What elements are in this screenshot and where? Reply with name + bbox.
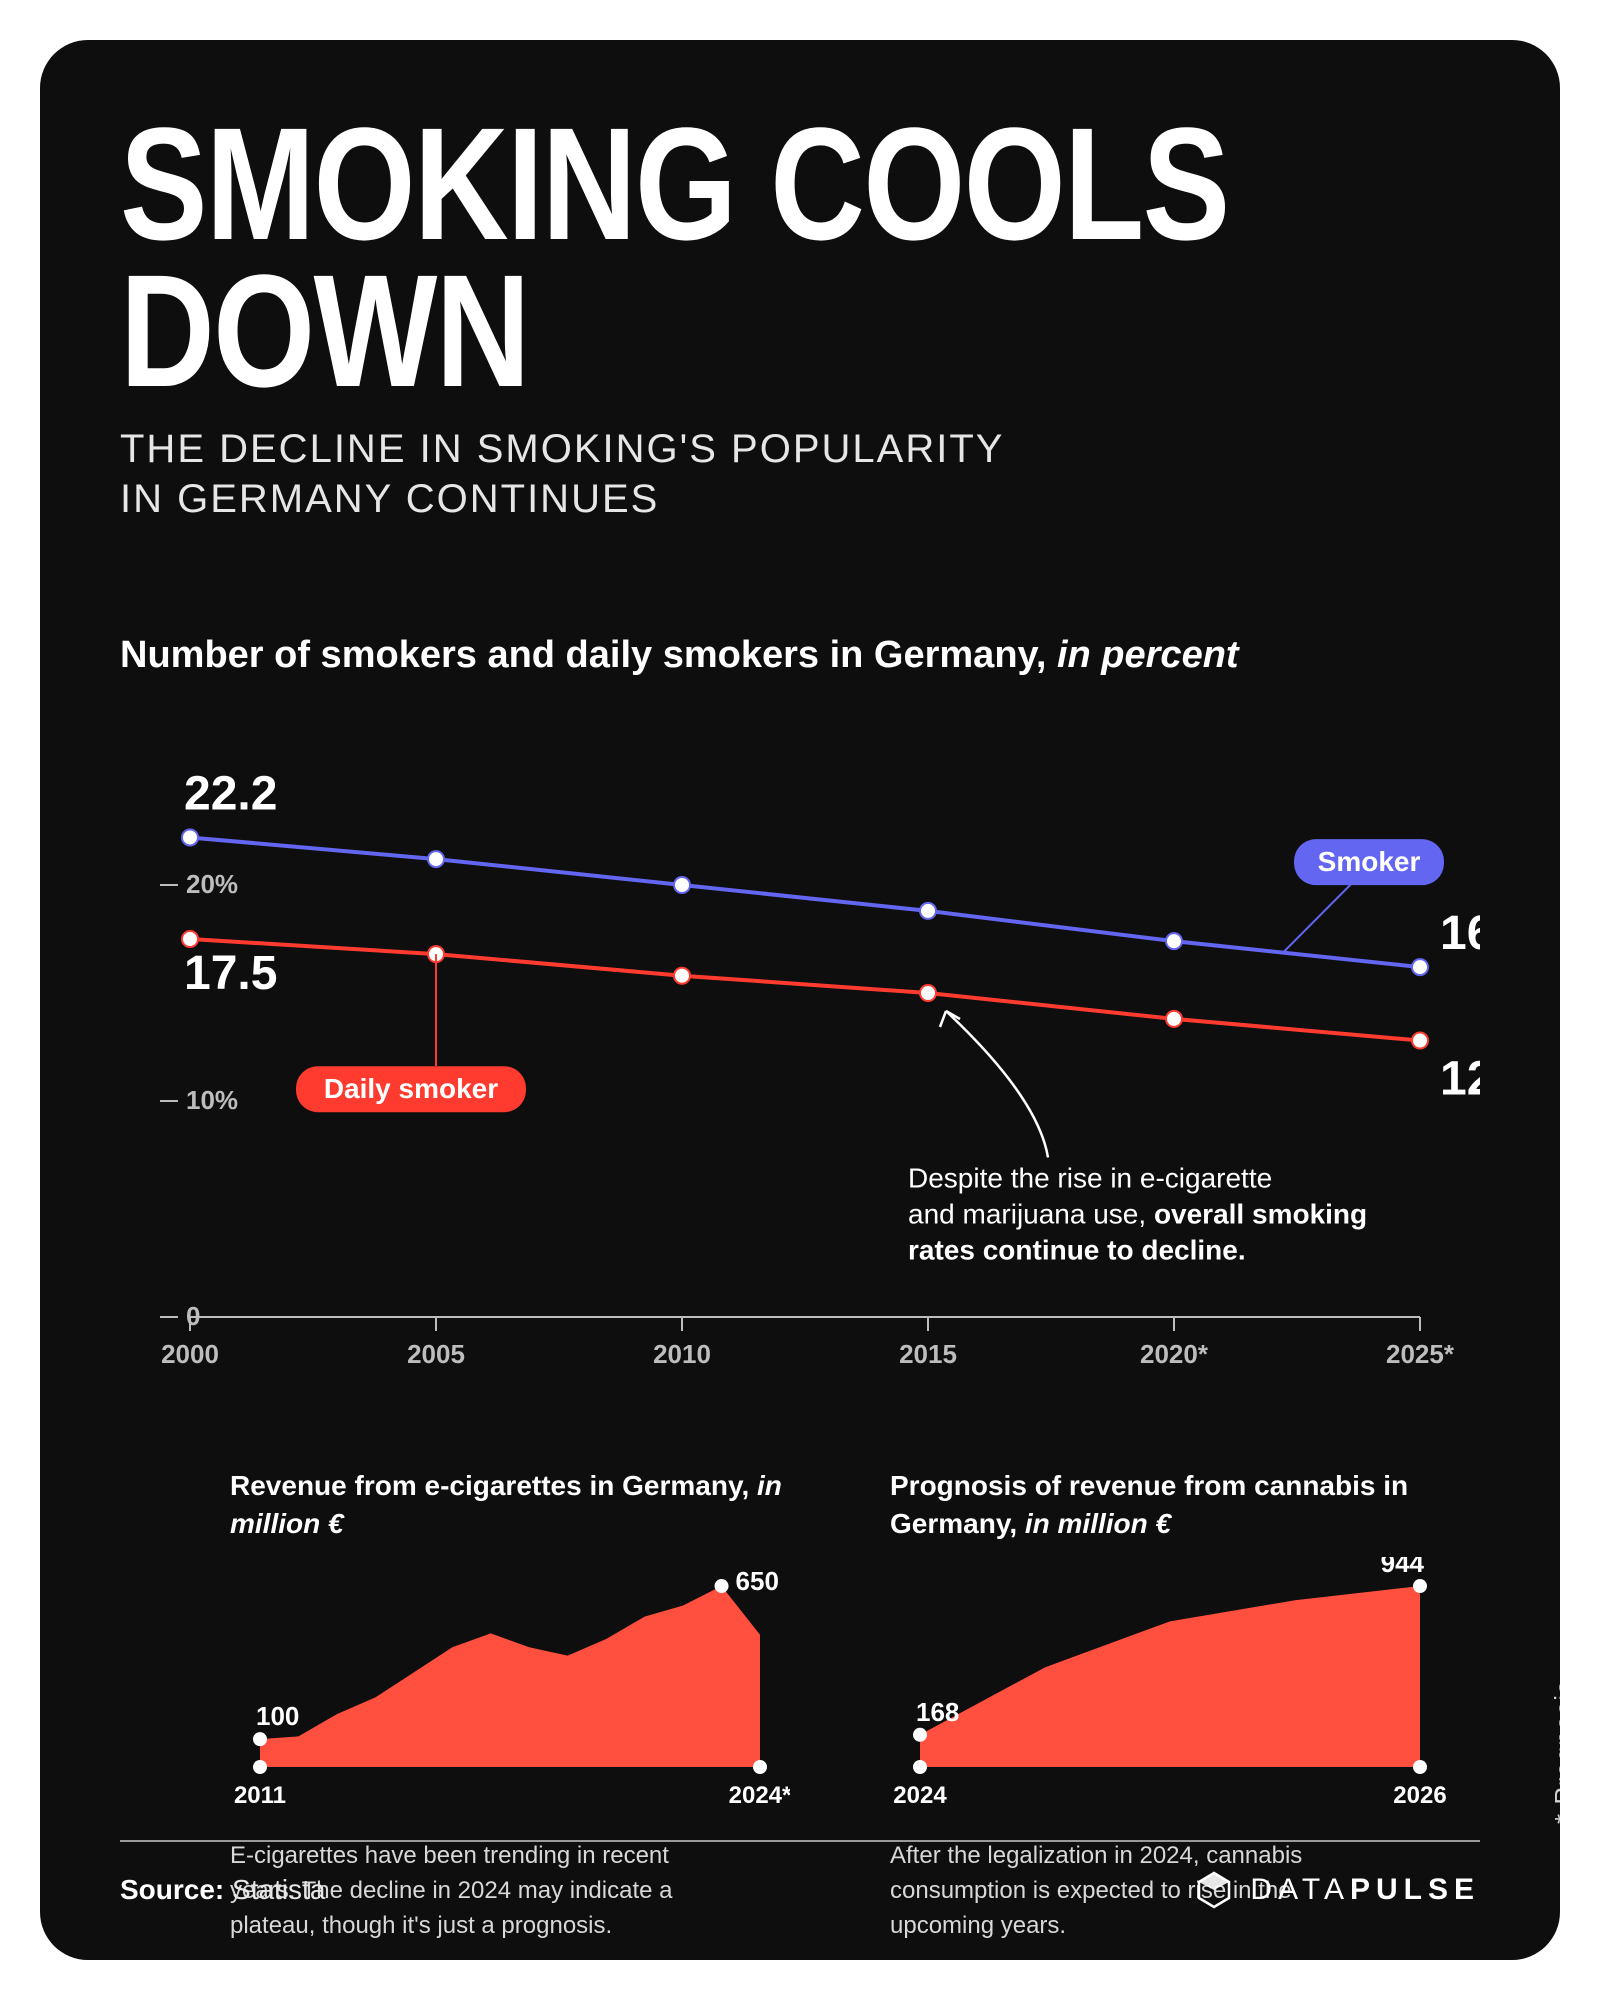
footer: Source: Statista DATAPULSE [120, 1840, 1480, 1910]
source-value: Statista [232, 1874, 325, 1905]
svg-text:2000: 2000 [161, 1339, 219, 1369]
brand: DATAPULSE [1194, 1870, 1480, 1910]
svg-text:944: 944 [1381, 1557, 1425, 1578]
svg-text:12.8: 12.8 [1440, 1053, 1480, 1106]
svg-text:2005: 2005 [407, 1339, 465, 1369]
svg-text:10%: 10% [186, 1085, 238, 1115]
svg-text:168: 168 [916, 1697, 959, 1727]
ecig-title: Revenue from e-cigarettes in Germany, in… [230, 1467, 790, 1543]
svg-text:2010: 2010 [653, 1339, 711, 1369]
svg-text:Smoker: Smoker [1318, 847, 1421, 878]
svg-text:650: 650 [736, 1566, 779, 1596]
ecig-area-chart: 100 2011 2024* 650 [230, 1557, 790, 1817]
main-chart-title: Number of smokers and daily smokers in G… [120, 634, 1480, 677]
subhead-line1: THE DECLINE IN SMOKING'S POPULARITY [120, 427, 1004, 471]
main-chart-title-ital: in percent [1057, 634, 1239, 676]
brand-a: DATA [1250, 1873, 1350, 1906]
cannabis-area-chart: 168 2024 2026 944 [890, 1557, 1450, 1817]
svg-text:16.2: 16.2 [1440, 907, 1480, 960]
svg-text:2026: 2026 [1393, 1782, 1446, 1809]
svg-text:100: 100 [256, 1701, 299, 1731]
svg-text:20%: 20% [186, 869, 238, 899]
main-chart: 010%20%20002005201020152020*2025*22.216.… [120, 737, 1480, 1387]
cannabis-title: Prognosis of revenue from cannabis in Ge… [890, 1467, 1450, 1543]
brand-b: PULSE [1350, 1873, 1480, 1906]
brand-icon [1194, 1870, 1234, 1910]
headline: SMOKING COOLS DOWN [120, 110, 1235, 404]
svg-text:2011: 2011 [234, 1782, 286, 1809]
svg-text:2015: 2015 [899, 1339, 957, 1369]
source: Source: Statista [120, 1874, 325, 1906]
svg-text:2020*: 2020* [1140, 1339, 1209, 1369]
cannabis-title-ital: in million € [1025, 1508, 1171, 1539]
svg-text:Daily smoker: Daily smoker [324, 1074, 498, 1105]
line-chart-svg: 010%20%20002005201020152020*2025*22.216.… [120, 737, 1480, 1387]
source-label: Source: [120, 1874, 224, 1905]
svg-text:22.2: 22.2 [184, 768, 277, 821]
brand-text: DATAPULSE [1250, 1873, 1480, 1907]
main-chart-title-plain: Number of smokers and daily smokers in G… [120, 634, 1057, 676]
subhead-line2: IN GERMANY CONTINUES [120, 477, 659, 521]
subhead: THE DECLINE IN SMOKING'S POPULARITY IN G… [120, 424, 1480, 524]
infographic-frame: SMOKING COOLS DOWN THE DECLINE IN SMOKIN… [40, 40, 1560, 1960]
ecig-title-plain: Revenue from e-cigarettes in Germany, [230, 1470, 757, 1501]
svg-text:17.5: 17.5 [184, 947, 277, 1000]
svg-text:2025*: 2025* [1386, 1339, 1455, 1369]
prognosis-note: * Prognosis [1549, 1680, 1560, 1824]
svg-text:2024: 2024 [893, 1782, 947, 1809]
svg-text:2024*: 2024* [729, 1782, 790, 1809]
svg-text:Despite the rise in e-cigarett: Despite the rise in e-cigaretteand marij… [908, 1163, 1367, 1266]
